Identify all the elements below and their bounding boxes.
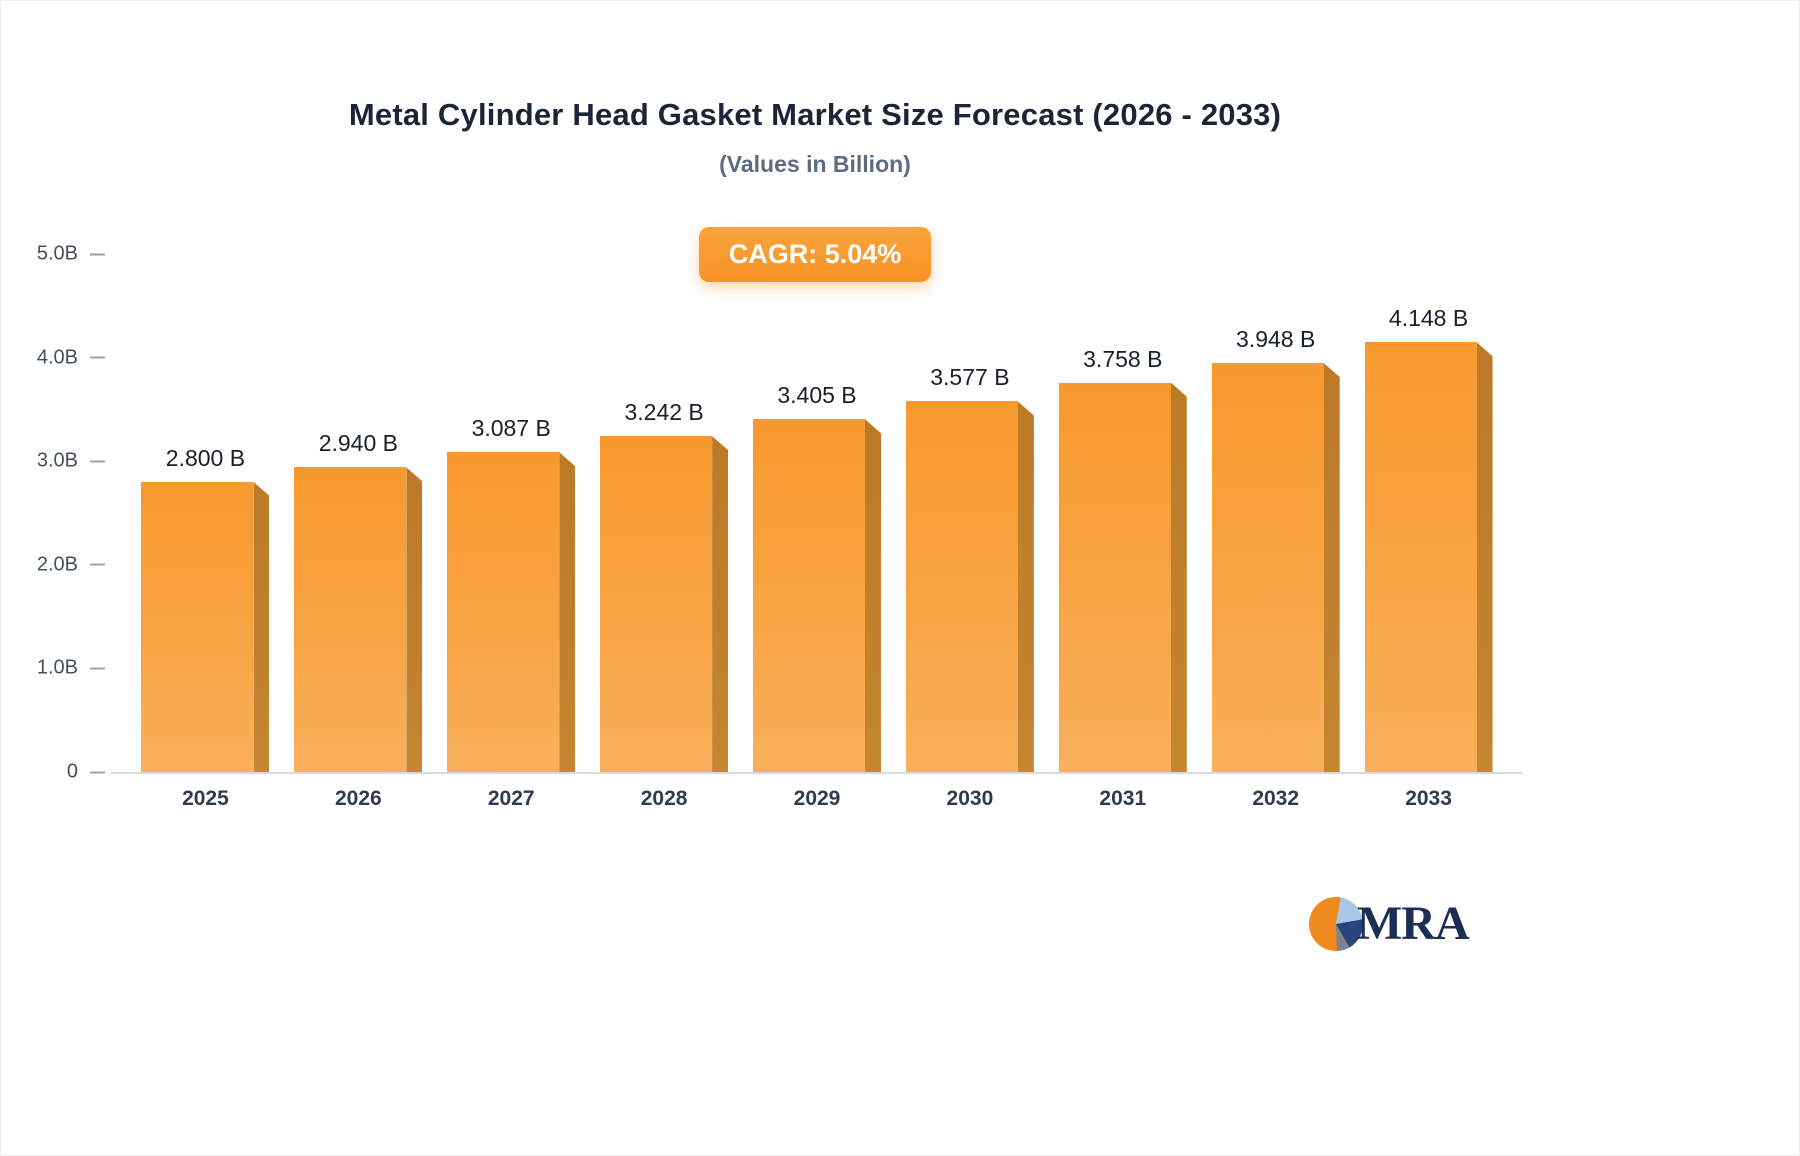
bar-column: 2.800 B [129,254,282,772]
bar-value-label: 3.948 B [1236,326,1316,352]
y-axis-tick-mark [90,771,105,773]
mra-pie-icon [1309,897,1363,951]
cagr-badge: CAGR: 5.04% [698,227,932,282]
cagr-badge-wrap: CAGR: 5.04% [1,227,1629,282]
bar-front-face [294,467,407,772]
x-axis-label: 2027 [487,787,535,810]
bar-column: 3.758 B [1046,254,1199,772]
y-axis-tick: 1.0B [37,657,105,680]
y-axis-tick-label: 2.0B [36,553,78,576]
bar-front-face [1058,382,1171,772]
bar [1364,342,1493,772]
bar [1058,382,1187,772]
chart-subtitle: (Values in Billion) [719,151,911,177]
bar-column: 3.577 B [893,254,1046,772]
y-axis-tick-mark [90,356,105,359]
bar [1211,363,1340,772]
x-axis-labels: 2025 2026 2027 2028 2029 2030 2031 2032 2033 [111,787,1523,811]
x-axis-label: 2025 [182,787,229,810]
bar [905,401,1034,772]
y-axis: 0 1.0B 2.0B 3.0B 4.0B 5.0B [1,243,105,783]
y-axis-tick-label: 4.0B [36,346,78,369]
x-axis-label: 2029 [793,787,841,810]
plot-area: 2.800 B 2.940 B 3.087 B 3.242 B 3.405 B 3.577… [111,254,1523,774]
bar-value-label: 3.577 B [930,364,1010,391]
bar-side-face [406,467,423,772]
bar-value-label: 3.087 B [471,415,551,442]
bar-side-face [1323,363,1340,772]
bar-side-face [1017,401,1034,772]
bar-value-label: 2.800 B [165,444,246,471]
bar-side-face [1476,342,1493,772]
y-axis-tick: 4.0B [37,346,105,369]
bar-side-face [253,481,270,772]
x-axis-label: 2026 [334,787,382,810]
bar-side-face [712,436,729,772]
bar [753,419,881,772]
bar [447,452,576,772]
bar-front-face [447,452,560,772]
mra-logo: MRA [1309,897,1470,951]
bar-side-face [865,419,881,772]
bar-column: 3.948 B [1199,254,1352,772]
bar-column: 2.940 B [282,254,435,772]
bar-side-face [1170,382,1187,772]
bar-value-label: 4.148 B [1388,305,1469,332]
bar-value-label: 3.405 B [777,382,857,409]
bar-front-face [1211,363,1324,772]
bars-row: 2.800 B 2.940 B 3.087 B 3.242 B 3.405 B 3.577… [111,254,1523,772]
bar-column: 3.087 B [435,254,588,772]
bar-front-face [905,401,1018,772]
y-axis-tick-label: 0 [66,760,78,783]
x-axis-label: 2033 [1405,787,1452,810]
y-axis-tick-label: 5.0B [36,242,78,265]
x-axis-label: 2030 [946,787,994,810]
bar-front-face [753,419,865,772]
y-axis-tick-mark [90,460,105,463]
bar-front-face [600,436,713,772]
x-axis-label: 2028 [640,787,688,810]
chart-title: Metal Cylinder Head Gasket Market Size F… [348,97,1282,132]
bar-value-label: 3.758 B [1083,345,1163,372]
bar [294,467,423,772]
y-axis-tick: 0 [67,761,105,784]
bar-column: 4.148 B [1352,254,1505,772]
bar-front-face [141,481,254,772]
mra-logo-text: MRA [1357,897,1470,950]
bar [141,481,270,772]
y-axis-tick: 3.0B [37,450,105,473]
bar-front-face [1364,342,1477,772]
bar-value-label: 3.242 B [624,399,704,426]
y-axis-tick: 5.0B [37,243,105,266]
y-axis-tick-label: 1.0B [36,656,78,679]
y-axis-tick-mark [90,667,105,670]
y-axis-tick-mark [90,253,105,255]
bar-value-label: 2.940 B [318,430,398,457]
bar-column: 3.242 B [588,254,741,772]
x-axis-label: 2031 [1099,787,1147,810]
y-axis-tick-label: 3.0B [36,449,78,472]
bar-column: 3.405 B [741,254,894,772]
bar [600,436,729,772]
y-axis-tick: 2.0B [37,553,105,576]
y-axis-tick-mark [90,563,105,566]
bar-side-face [559,452,576,772]
x-axis-label: 2032 [1252,787,1300,810]
